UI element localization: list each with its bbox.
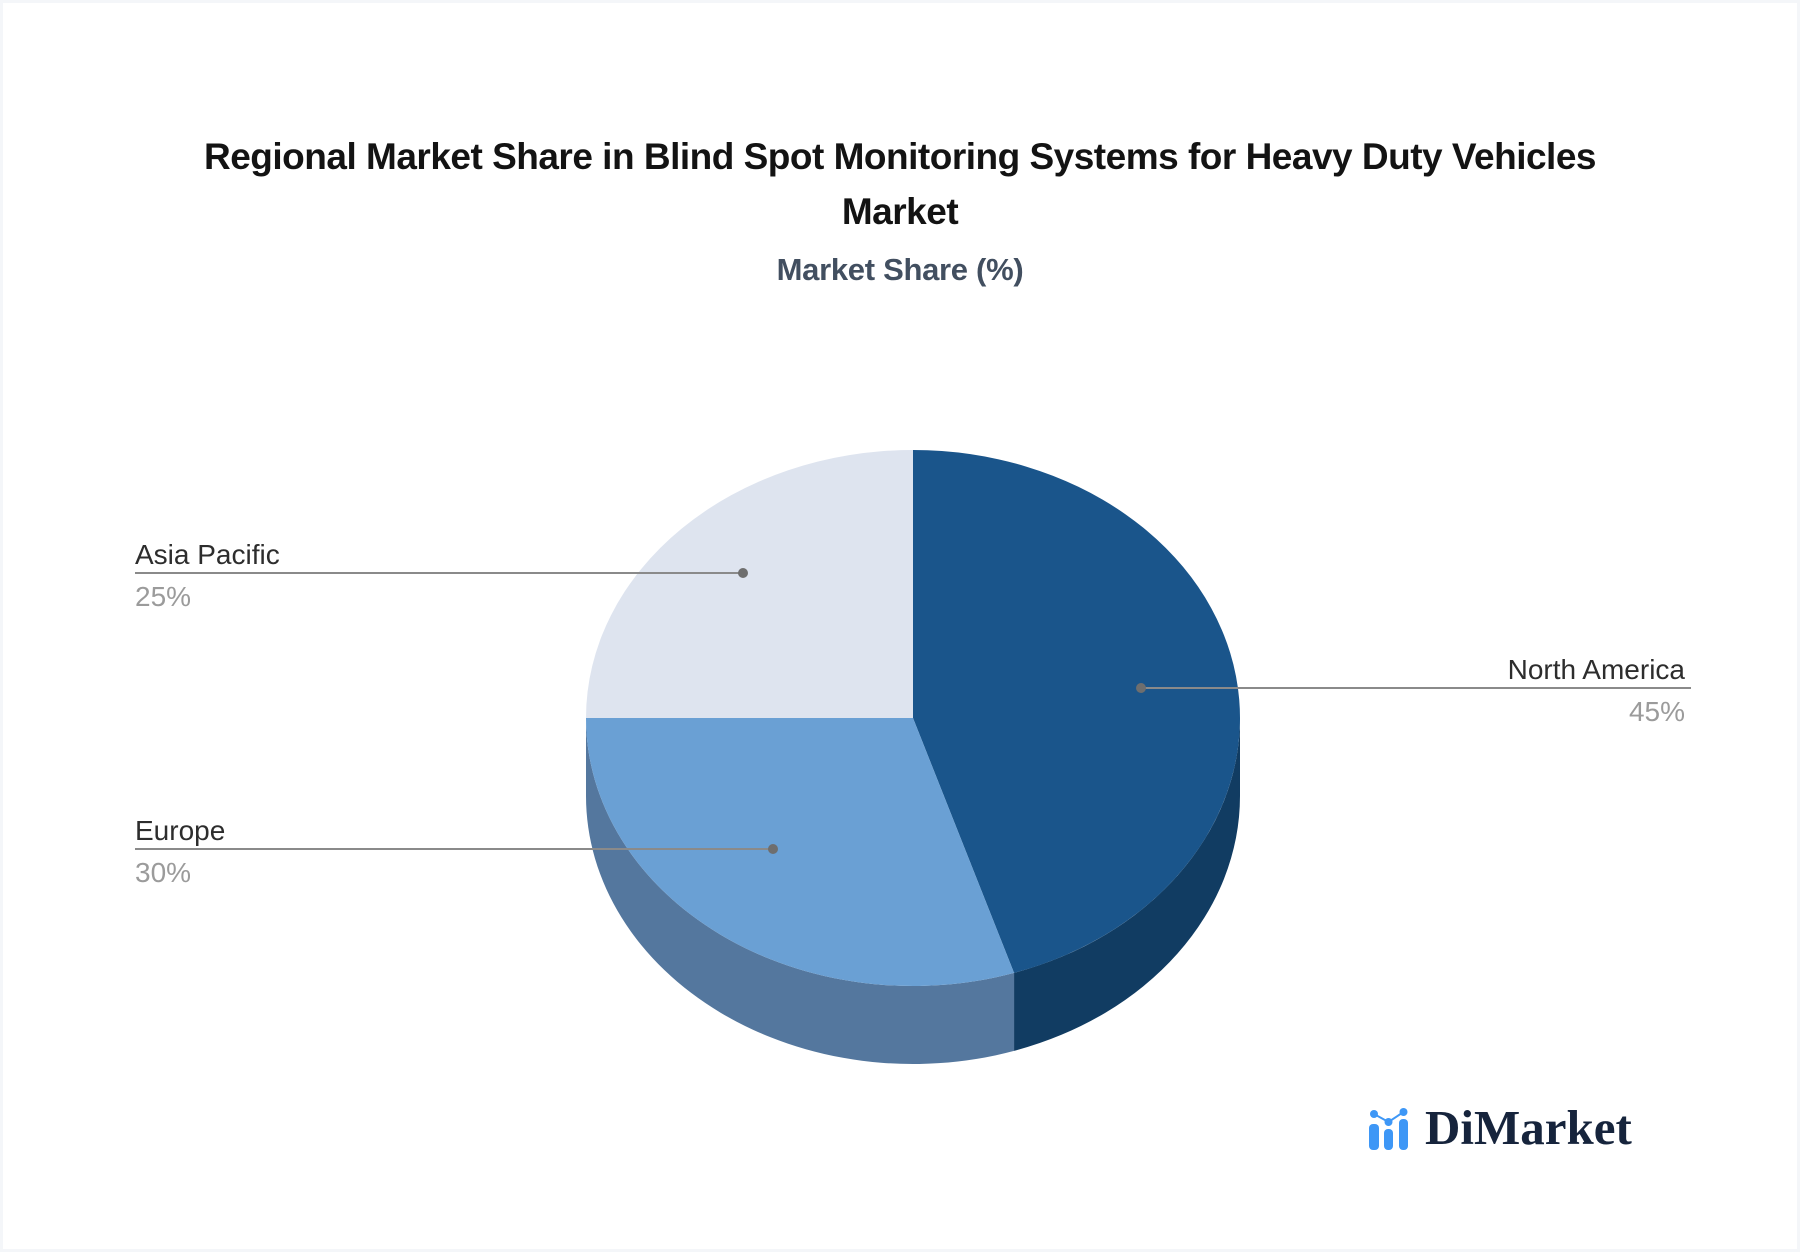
value-north-america: 45% (1628, 696, 1685, 727)
connector-europe (135, 844, 778, 854)
bar-line-chart-icon (1369, 1108, 1408, 1150)
pie-slice-north-america[interactable] (913, 450, 1240, 973)
chart-title-line2: Market (841, 191, 959, 232)
label-north-america: North America (1507, 654, 1685, 685)
connector-north-america (1136, 683, 1691, 693)
pie-chart (586, 450, 1240, 1064)
connector-dot-europe (768, 844, 778, 854)
dimarket-logo-text: DiMarket (1425, 1100, 1632, 1155)
value-asia-pacific: 25% (135, 581, 192, 612)
value-europe: 30% (135, 857, 192, 888)
dimarket-logo: DiMarket (1369, 1100, 1632, 1155)
pie-slice-europe[interactable] (586, 718, 1015, 986)
connector-dot-asia-pacific (738, 568, 748, 578)
chart-title-line1: Regional Market Share in Blind Spot Moni… (204, 136, 1597, 177)
label-europe: Europe (135, 815, 226, 846)
label-asia-pacific: Asia Pacific (135, 539, 280, 570)
connector-dot-north-america (1136, 683, 1146, 693)
pie-slice-asia-pacific[interactable] (586, 450, 913, 718)
pie-slice-side-europe (586, 718, 1015, 1064)
pie-slice-side-north-america (1014, 718, 1240, 1051)
chart-subtitle: Market Share (%) (776, 252, 1024, 287)
chart-title: Regional Market Share in Blind Spot Moni… (3, 129, 1797, 239)
connector-asia-pacific (135, 568, 748, 578)
